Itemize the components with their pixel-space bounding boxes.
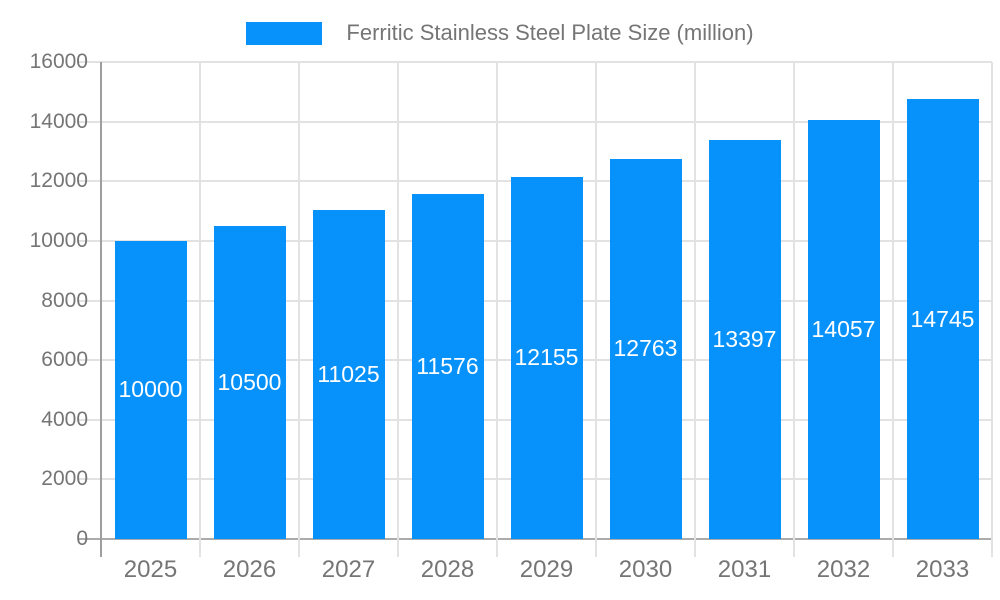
legend-label: Ferritic Stainless Steel Plate Size (mil…	[346, 20, 754, 45]
v-gridline	[199, 62, 201, 557]
v-gridline	[793, 62, 795, 557]
x-axis-label: 2029	[519, 556, 574, 583]
h-gridline	[78, 538, 992, 540]
y-axis-label: 12000	[29, 169, 88, 193]
x-axis-label: 2030	[618, 556, 673, 583]
bar-2026[interactable]: 10500	[213, 225, 286, 539]
bar-value-label: 11025	[317, 361, 380, 388]
y-axis-label: 14000	[29, 109, 88, 133]
bar-2031[interactable]: 13397	[708, 139, 781, 539]
x-axis-label: 2028	[420, 556, 475, 583]
bar-value-label: 11576	[416, 352, 479, 379]
x-axis-label: 2026	[222, 556, 277, 583]
bar-value-label: 13397	[712, 325, 777, 352]
v-gridline	[496, 62, 498, 557]
bar-value-label: 10000	[118, 376, 183, 403]
bar-value-label: 14057	[811, 315, 876, 342]
x-axis-label: 2027	[321, 556, 376, 583]
y-axis-label: 0	[76, 527, 88, 550]
y-axis-label: 2000	[41, 467, 88, 491]
bar-value-label: 10500	[217, 368, 282, 395]
bar-value-label: 12763	[613, 335, 678, 362]
y-axis-line	[100, 62, 102, 557]
v-gridline	[892, 62, 894, 557]
v-gridline	[991, 62, 993, 557]
y-axis-label: 10000	[29, 228, 88, 252]
bar-value-label: 12155	[514, 344, 579, 371]
h-gridline	[78, 120, 992, 123]
x-axis-label: 2033	[915, 556, 970, 583]
bar-2027[interactable]: 11025	[312, 210, 385, 539]
x-axis-label: 2025	[123, 556, 178, 583]
bar-2025[interactable]: 10000	[114, 240, 187, 539]
y-axis-label: 8000	[41, 288, 88, 312]
v-gridline	[694, 62, 696, 557]
legend[interactable]: Ferritic Stainless Steel Plate Size (mil…	[0, 20, 1000, 46]
legend-swatch-icon	[246, 21, 323, 45]
v-gridline	[298, 62, 300, 557]
h-gridline	[78, 61, 992, 63]
bar-2030[interactable]: 12763	[609, 158, 682, 539]
v-gridline	[397, 62, 399, 557]
y-axis-label: 6000	[41, 348, 88, 372]
bar-value-label: 14745	[910, 305, 975, 332]
v-gridline	[595, 62, 597, 557]
bar-2029[interactable]: 12155	[510, 176, 583, 539]
y-axis-label: 4000	[41, 407, 88, 431]
x-axis-label: 2031	[717, 556, 772, 583]
bar-2033[interactable]: 14745	[906, 99, 979, 539]
x-axis-label: 2032	[816, 556, 871, 583]
bar-2028[interactable]: 11576	[411, 193, 484, 539]
bar-2032[interactable]: 14057	[807, 119, 880, 539]
y-axis-label: 16000	[29, 50, 88, 73]
